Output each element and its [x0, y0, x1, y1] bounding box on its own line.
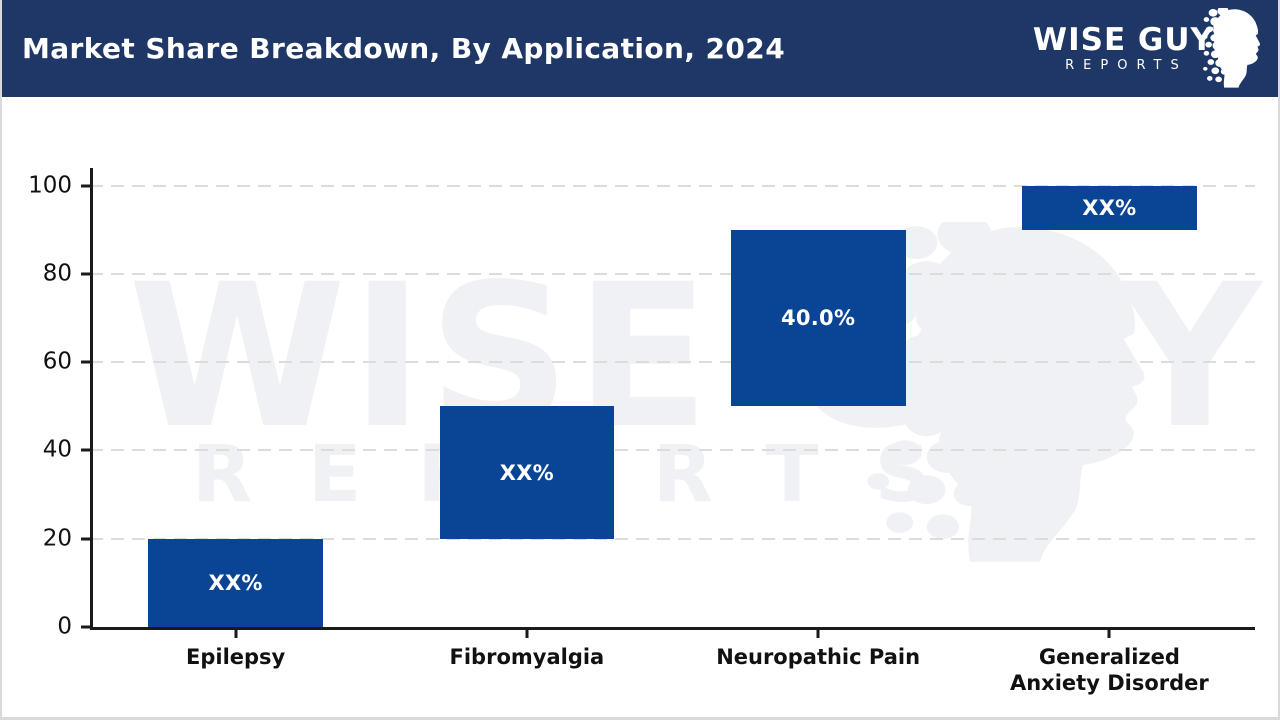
x-tick-mark [816, 630, 820, 638]
wise-guy-logo: WISE GUY REPORTS [1032, 7, 1264, 90]
logo-face-icon [1203, 7, 1261, 88]
bar-value-label: XX% [208, 570, 263, 595]
x-tick-mark [234, 630, 238, 638]
y-tick-label: 40 [42, 436, 72, 463]
y-tick-mark [81, 272, 90, 276]
y-tick-label: 20 [42, 525, 72, 552]
plot-area: XX% XX% 40.0% XX% [90, 168, 1255, 630]
logo-text: WISE GUY REPORTS [1032, 22, 1214, 73]
gridline-100 [90, 184, 1255, 187]
y-tick-mark [81, 360, 90, 364]
y-tick-mark [81, 448, 90, 452]
x-tick-label-epilepsy: Epilepsy [186, 645, 286, 669]
x-tick-mark [1107, 630, 1111, 638]
y-tick-mark [81, 184, 90, 188]
x-tick-mark [525, 630, 529, 638]
gridline-20 [90, 537, 1255, 540]
y-axis: 0 20 40 60 80 100 [2, 168, 90, 638]
x-tick-label-neuropathic-pain: Neuropathic Pain [716, 645, 921, 669]
bar-generalized-anxiety-disorder: XX% [1022, 185, 1197, 230]
bar-neuropathic-pain: 40.0% [730, 229, 906, 407]
y-tick-mark [81, 625, 90, 629]
gridline-80 [90, 272, 1255, 275]
bar-value-label: XX% [1082, 195, 1137, 220]
y-tick-label: 0 [57, 613, 72, 640]
x-axis: Epilepsy Fibromyalgia Neuropathic Pain Gene… [90, 630, 1255, 710]
x-axis-spine [90, 627, 1255, 630]
y-tick-label: 60 [42, 348, 72, 375]
bar-fibromyalgia: XX% [439, 406, 615, 539]
logo-wiseguy-label: WISE GUY [1032, 22, 1214, 58]
bar-value-label: 40.0% [780, 306, 856, 331]
y-tick-label: 80 [42, 260, 72, 287]
header-bar: Market Share Breakdown, By Application, … [2, 0, 1278, 97]
y-axis-spine [90, 168, 93, 627]
gridline-40 [90, 449, 1255, 452]
y-tick-mark [81, 537, 90, 541]
page-title: Market Share Breakdown, By Application, … [22, 32, 786, 65]
logo-reports-label: REPORTS [1065, 58, 1188, 73]
bar-value-label: XX% [499, 460, 555, 485]
gridline-60 [90, 361, 1255, 364]
y-tick-label: 100 [28, 172, 72, 199]
bar-epilepsy: XX% [148, 538, 323, 627]
x-tick-label-fibromyalgia: Fibromyalgia [449, 645, 605, 669]
x-tick-label-generalized-anxiety-disorder: Generalized Anxiety Disorder [1009, 645, 1209, 696]
